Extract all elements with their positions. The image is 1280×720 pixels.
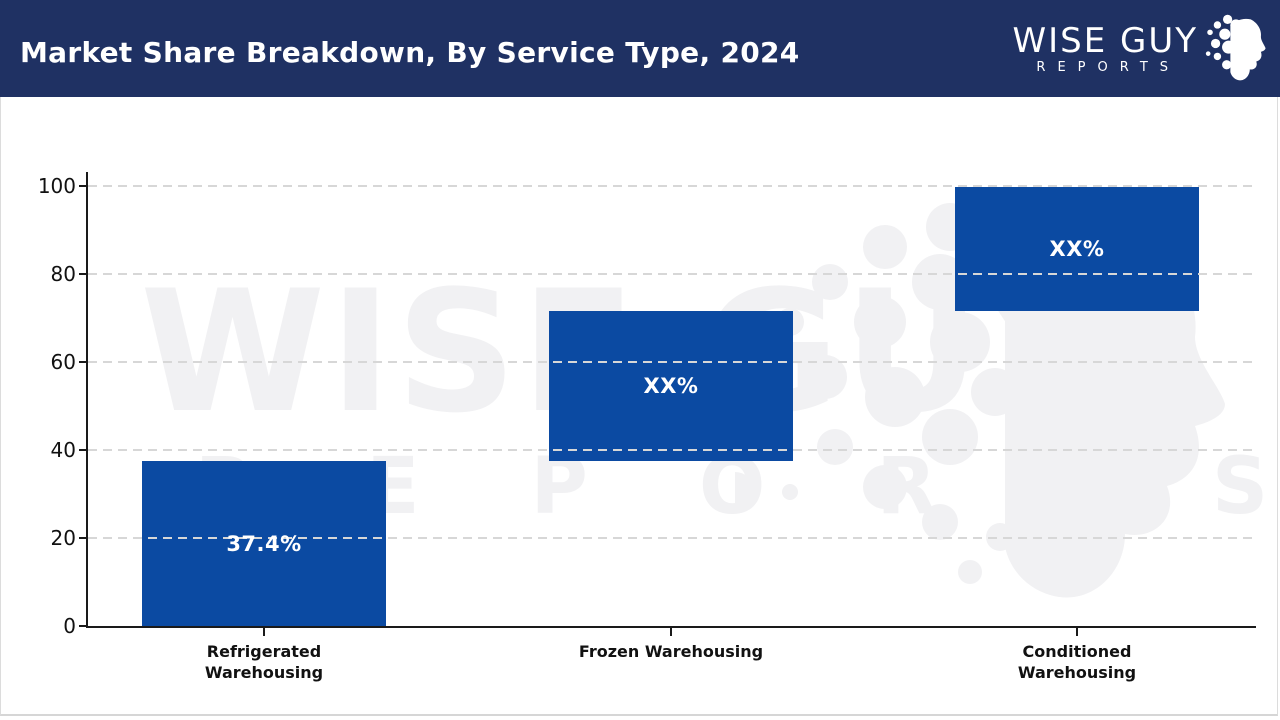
x-axis-category-line: Frozen Warehousing [578,642,764,661]
y-axis-tick-label: 20 [50,526,76,550]
y-axis-tick [79,185,86,187]
gridline [88,273,1255,275]
gridline [88,185,1255,187]
chart-title: Market Share Breakdown, By Service Type,… [20,36,800,69]
bar-value-label: 37.4% [226,531,302,556]
y-axis-tick [79,361,86,363]
logo-text: WISE GUY REPORTS [1012,23,1198,75]
x-axis-category-line: Warehousing [1017,663,1137,682]
y-axis-tick [79,449,86,451]
bar-segment [955,186,1199,312]
x-axis-spine [86,626,1256,628]
y-axis-tick [79,625,86,627]
gridline [88,537,1255,539]
wise-guy-logo: WISE GUY REPORTS [1012,8,1268,90]
x-axis-tick [1076,628,1078,636]
gridline [88,361,1255,363]
bar-segment [549,311,793,462]
header-band: Market Share Breakdown, By Service Type,… [0,0,1280,97]
y-axis-tick-label: 0 [63,614,76,638]
bar-value-label: XX% [643,374,699,399]
x-axis-category-label: Frozen Warehousing [521,641,821,662]
x-axis-category-line: Warehousing [204,663,324,682]
gridline [88,449,1255,451]
y-axis-tick-label: 40 [50,438,76,462]
x-axis-category-line: Conditioned [1022,642,1132,661]
dotted-face-profile-icon [1205,14,1266,81]
y-axis-tick [79,537,86,539]
y-axis-tick-label: 60 [50,350,76,374]
logo-subtext: REPORTS [1036,60,1181,75]
x-axis-tick [670,628,672,636]
x-axis-category-label: Refrigerated Warehousing [114,641,414,683]
y-axis-tick [79,273,86,275]
x-axis-tick [263,628,265,636]
x-axis-category-line: Refrigerated [206,642,322,661]
bar-segment [142,461,386,626]
logo-wordmark: WISE GUY [1012,21,1198,61]
bar-value-label: XX% [1049,237,1105,262]
y-axis-spine [86,172,88,628]
y-axis-tick-label: 80 [50,262,76,286]
y-axis-tick-label: 100 [37,174,76,198]
x-axis-category-label: Conditioned Warehousing [927,641,1227,683]
